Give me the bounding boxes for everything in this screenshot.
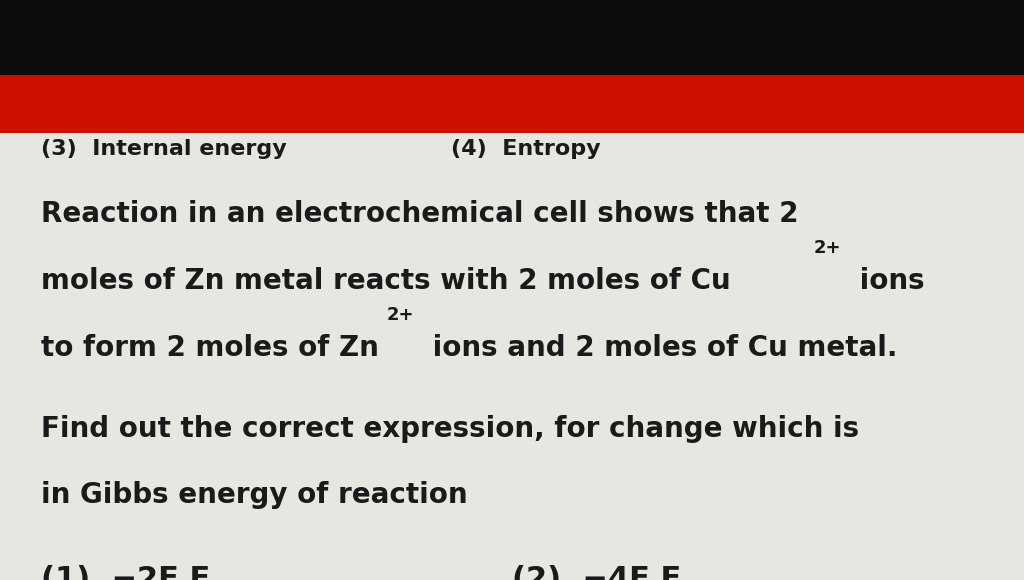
Text: Find out the correct expression, for change which is: Find out the correct expression, for cha… [41,415,859,443]
Text: (1)  −2F E: (1) −2F E [41,566,210,580]
Text: 2+: 2+ [814,239,842,257]
Text: to form 2 moles of Zn: to form 2 moles of Zn [41,334,379,361]
Text: Reaction in an electrochemical cell shows that 2: Reaction in an electrochemical cell show… [41,200,799,228]
Text: (2)  −4F E: (2) −4F E [512,566,681,580]
Bar [0,0,1024,75]
Text: (3)  Internal energy: (3) Internal energy [41,139,287,159]
Bar [0,75,1024,133]
Text: in Gibbs energy of reaction: in Gibbs energy of reaction [41,481,468,509]
Text: 2+: 2+ [387,306,415,324]
Text: moles of Zn metal reacts with 2 moles of Cu: moles of Zn metal reacts with 2 moles of… [41,267,731,295]
Text: (4)  Entropy: (4) Entropy [451,139,600,159]
Text: ions and 2 moles of Cu metal.: ions and 2 moles of Cu metal. [423,334,897,361]
Text: ions: ions [850,267,925,295]
